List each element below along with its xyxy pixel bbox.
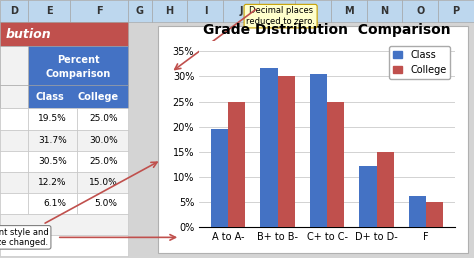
Text: 19.5%: 19.5%: [38, 115, 66, 123]
Bar: [310, 74, 327, 227]
Bar: [77, 108, 128, 130]
Bar: [28, 151, 77, 172]
Text: 6.1%: 6.1%: [44, 199, 66, 208]
Bar: [0, 193, 28, 214]
Text: 12.2%: 12.2%: [38, 178, 66, 187]
Text: O: O: [416, 6, 424, 16]
Text: I: I: [204, 6, 207, 16]
Bar: [0, 85, 28, 108]
Bar: [0, 130, 28, 151]
Bar: [77, 151, 128, 172]
Bar: [28, 85, 128, 108]
Text: K: K: [273, 6, 281, 16]
Bar: [0, 235, 128, 256]
Text: 15.0%: 15.0%: [89, 178, 118, 187]
Text: 31.7%: 31.7%: [38, 136, 66, 144]
Text: Font style and
size changed.: Font style and size changed.: [0, 228, 49, 247]
Bar: [77, 172, 128, 193]
Bar: [71, 0, 128, 22]
Text: E: E: [46, 6, 53, 16]
Bar: [211, 129, 228, 227]
Bar: [0, 22, 128, 46]
Bar: [223, 0, 259, 22]
Bar: [28, 108, 77, 130]
Text: 25.0%: 25.0%: [89, 115, 118, 123]
Text: M: M: [344, 6, 354, 16]
Bar: [152, 0, 188, 22]
Text: 5.0%: 5.0%: [95, 199, 118, 208]
Legend: Class, College: Class, College: [389, 46, 450, 79]
Text: L: L: [310, 6, 316, 16]
Bar: [409, 196, 426, 227]
Bar: [228, 102, 246, 227]
Text: bution: bution: [5, 28, 51, 41]
Bar: [0, 108, 28, 130]
Bar: [0, 151, 28, 172]
Bar: [438, 0, 474, 22]
Text: G: G: [136, 6, 144, 16]
Bar: [278, 76, 295, 227]
Bar: [426, 202, 443, 227]
Text: N: N: [381, 6, 389, 16]
Bar: [0, 172, 28, 193]
Bar: [359, 166, 376, 227]
Bar: [331, 0, 366, 22]
Bar: [366, 0, 402, 22]
Bar: [259, 0, 295, 22]
Bar: [28, 0, 71, 22]
Bar: [28, 193, 77, 214]
Bar: [327, 102, 345, 227]
Bar: [376, 152, 394, 227]
Text: College: College: [78, 92, 119, 102]
Text: Decimal places
reduced to zero.: Decimal places reduced to zero.: [246, 6, 315, 26]
Bar: [158, 26, 467, 253]
Bar: [28, 130, 77, 151]
Text: P: P: [453, 6, 460, 16]
Text: D: D: [10, 6, 18, 16]
Text: F: F: [96, 6, 102, 16]
Bar: [188, 0, 223, 22]
Text: 30.5%: 30.5%: [38, 157, 66, 166]
Bar: [0, 214, 128, 235]
Bar: [0, 46, 28, 85]
Bar: [28, 46, 128, 85]
Text: 30.0%: 30.0%: [89, 136, 118, 144]
Bar: [28, 172, 77, 193]
Text: J: J: [239, 6, 243, 16]
Text: 25.0%: 25.0%: [89, 157, 118, 166]
Title: Grade Distribution  Comparison: Grade Distribution Comparison: [203, 23, 451, 37]
Text: Class: Class: [36, 92, 64, 102]
Text: Percent: Percent: [57, 55, 100, 65]
Bar: [0, 0, 28, 22]
Bar: [402, 0, 438, 22]
Text: Comparison: Comparison: [46, 69, 111, 79]
Bar: [77, 130, 128, 151]
Bar: [77, 193, 128, 214]
Text: H: H: [165, 6, 173, 16]
Bar: [260, 68, 278, 227]
Bar: [128, 0, 152, 22]
Bar: [295, 0, 331, 22]
